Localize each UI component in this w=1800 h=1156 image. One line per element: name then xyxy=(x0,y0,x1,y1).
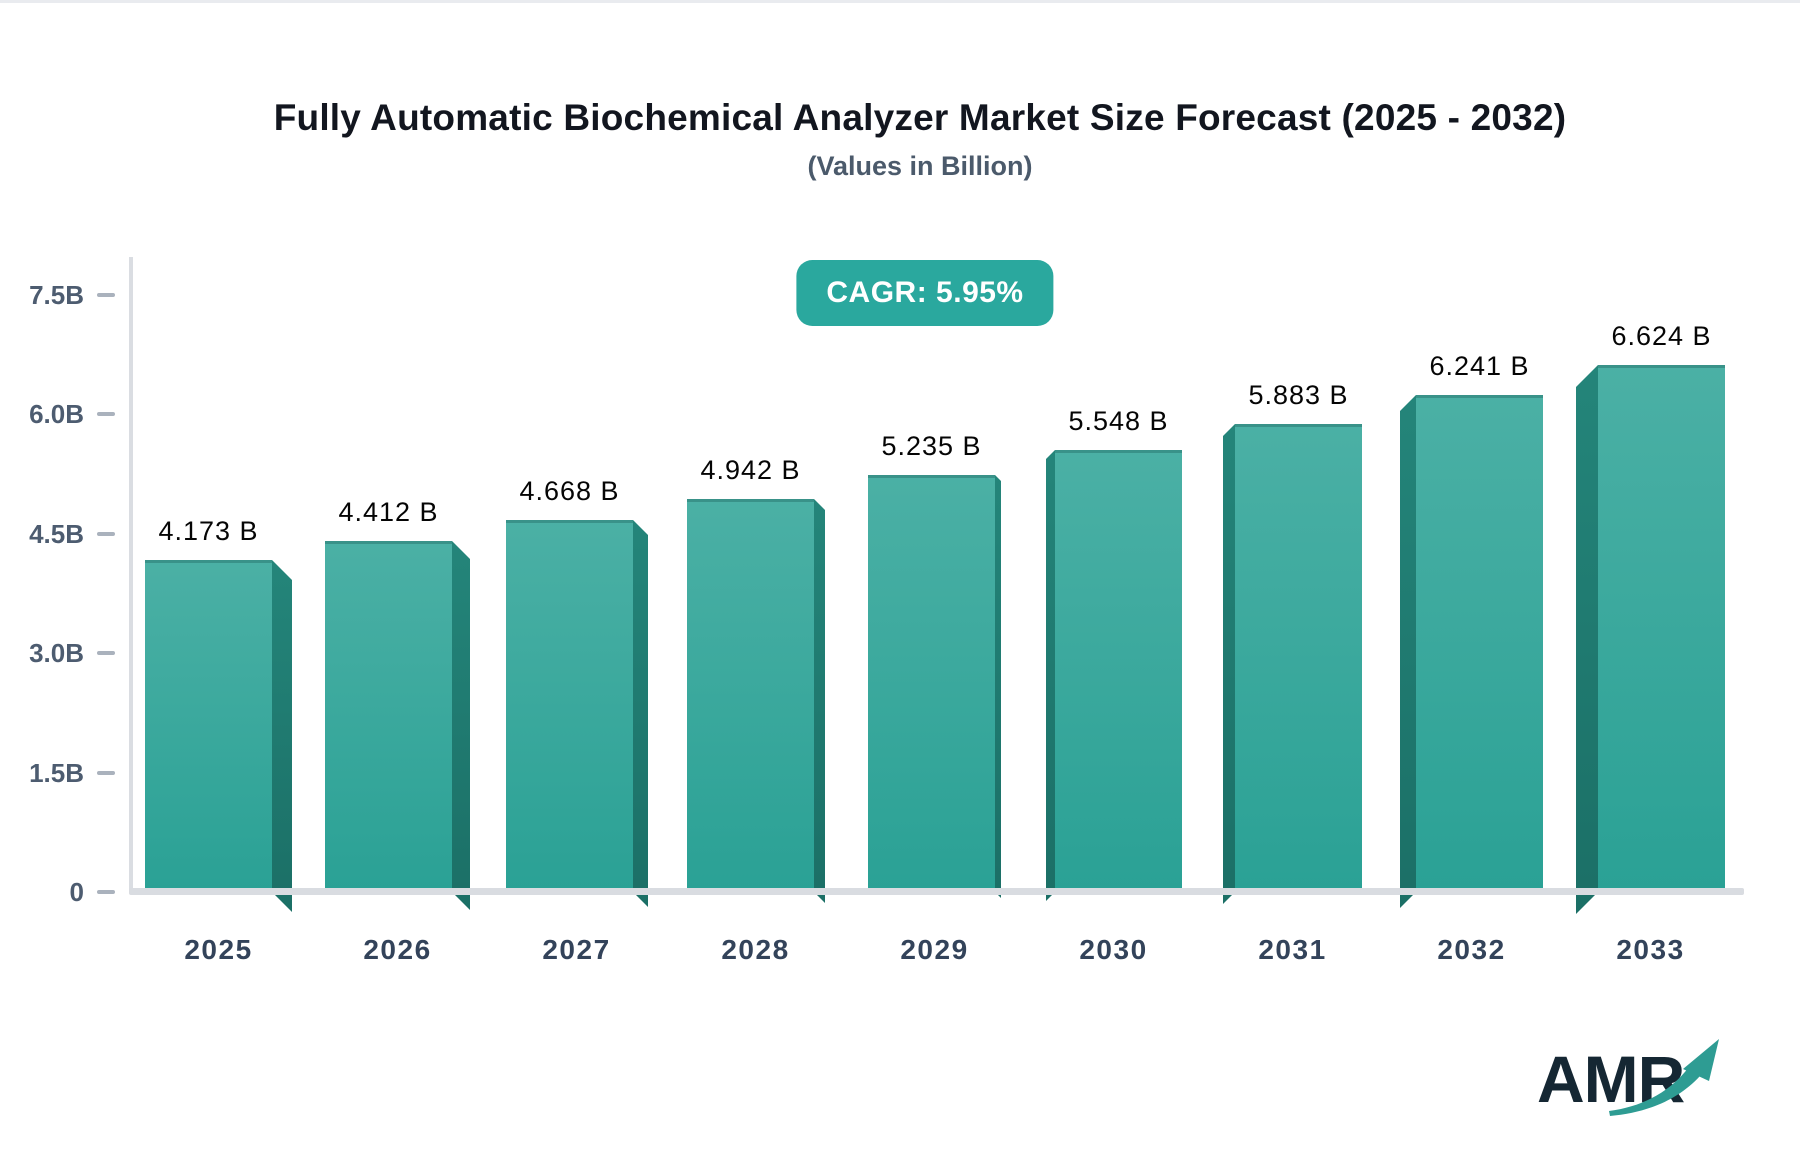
amr-logo: AMR xyxy=(1537,1033,1727,1123)
x-axis-label: 2029 xyxy=(900,934,969,965)
y-axis-line xyxy=(129,257,133,892)
y-axis-tick xyxy=(97,770,115,775)
y-axis-label: 0 xyxy=(69,877,84,907)
bar-side-panel xyxy=(1576,365,1598,914)
y-axis-label: 7.5B xyxy=(29,280,84,310)
cagr-badge: CAGR: 5.95% xyxy=(796,260,1054,326)
y-axis-tick xyxy=(97,651,115,656)
chart-title: Fully Automatic Biochemical Analyzer Mar… xyxy=(273,97,1567,138)
bar-value-label: 5.235 B xyxy=(881,431,982,461)
bar-side-panel xyxy=(995,475,1001,898)
bar-2028 xyxy=(687,499,814,892)
bar-value-label: 6.241 B xyxy=(1429,351,1530,381)
x-axis-label: 2025 xyxy=(184,934,253,965)
bar-2025 xyxy=(145,560,272,892)
bar-value-label: 4.173 B xyxy=(158,516,259,546)
y-axis-tick xyxy=(97,412,115,417)
x-axis-label: 2031 xyxy=(1258,934,1327,965)
x-axis-label: 2032 xyxy=(1437,934,1506,965)
bar-2026 xyxy=(325,541,452,892)
bar-side-panel xyxy=(1046,450,1055,901)
x-axis-label: 2028 xyxy=(721,934,790,965)
bar-2027 xyxy=(506,520,633,892)
x-axis-baseline xyxy=(129,888,1744,895)
y-axis-tick xyxy=(97,890,115,894)
bar-value-label: 5.548 B xyxy=(1068,406,1169,436)
bar-value-label: 5.883 B xyxy=(1248,380,1349,410)
y-axis-label: 3.0B xyxy=(29,638,84,669)
bar-value-label: 4.942 B xyxy=(700,455,801,485)
x-axis-label: 2027 xyxy=(542,934,611,965)
bar-side-panel xyxy=(814,499,825,903)
bar-2033 xyxy=(1598,365,1725,892)
bar-2030 xyxy=(1055,450,1182,892)
bar-value-label: 4.668 B xyxy=(519,476,620,506)
plot-area: 0 1.5B 3.0B 4.5B 6.0B 7.5B 4.173 B 4.412 B 4.66… xyxy=(0,3,1800,1156)
y-axis-tick xyxy=(97,293,115,297)
chart-subtitle: (Values in Billion) xyxy=(807,151,1033,181)
y-axis-label: 4.5B xyxy=(29,518,84,549)
bar-side-panel xyxy=(1400,395,1416,908)
x-axis-label: 2033 xyxy=(1616,934,1685,965)
y-axis-tick xyxy=(97,531,115,536)
bar-side-panel xyxy=(452,541,470,910)
bar-value-label: 6.624 B xyxy=(1611,321,1712,351)
bar-side-panel xyxy=(1223,424,1235,904)
bar-side-panel xyxy=(272,560,292,912)
growth-arrow-icon xyxy=(1609,1039,1719,1116)
y-axis-label: 6.0B xyxy=(29,399,84,430)
bar-2032 xyxy=(1416,395,1543,892)
y-axis-label: 1.5B xyxy=(29,757,84,788)
bar-2031 xyxy=(1235,424,1362,892)
x-axis-label: 2030 xyxy=(1079,934,1148,965)
bar-side-panel xyxy=(633,520,648,907)
bar-2029 xyxy=(868,475,995,892)
bar-value-label: 4.412 B xyxy=(338,497,439,527)
x-axis-label: 2026 xyxy=(363,934,432,965)
